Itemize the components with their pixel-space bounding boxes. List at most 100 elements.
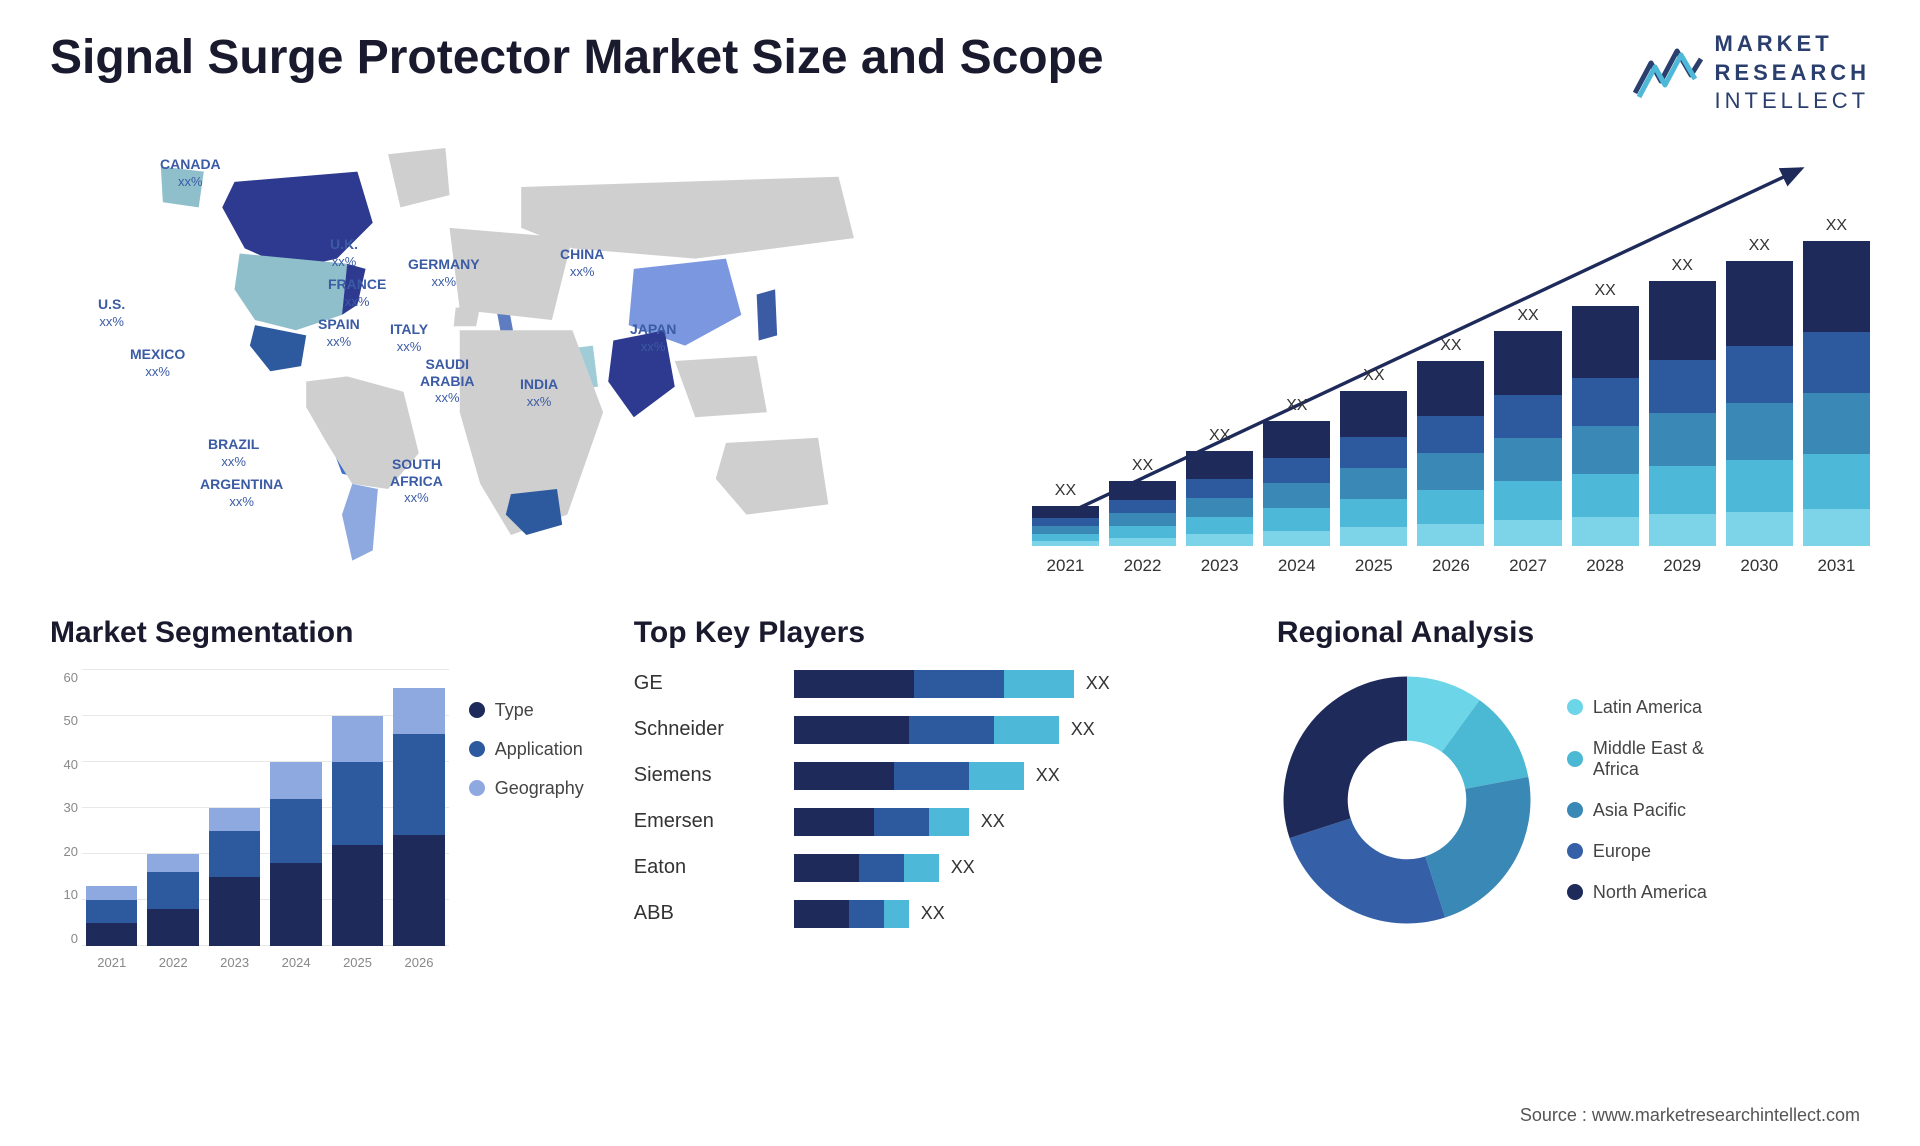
player-bar: XX	[794, 670, 1227, 698]
page-title: Signal Surge Protector Market Size and S…	[50, 30, 1104, 85]
seg-bar	[393, 688, 444, 946]
trend-bar-label: XX	[1517, 307, 1538, 325]
trend-x-label: 2027	[1494, 556, 1561, 576]
regional-legend: Latin America Middle East &Africa Asia Pac…	[1567, 697, 1707, 903]
seg-x-label: 2023	[209, 955, 260, 970]
map-svg	[50, 146, 972, 576]
legend-item: North America	[1567, 882, 1707, 903]
trend-bar: XX	[1186, 427, 1253, 546]
trend-x-label: 2030	[1726, 556, 1793, 576]
map-label: CHINAxx%	[560, 246, 604, 280]
trend-bar: XX	[1417, 337, 1484, 546]
map-label: GERMANYxx%	[408, 256, 480, 290]
player-value: XX	[951, 857, 975, 878]
seg-bar	[209, 808, 260, 946]
map-region-greenland	[388, 148, 449, 207]
trend-x-label: 2022	[1109, 556, 1176, 576]
seg-x-label: 2022	[147, 955, 198, 970]
segmentation-chart: 0102030405060 202120222023202420252026	[50, 670, 449, 970]
seg-x-label: 2026	[393, 955, 444, 970]
map-region-argentina	[342, 484, 378, 561]
segmentation-title: Market Segmentation	[50, 616, 584, 650]
regional-title: Regional Analysis	[1277, 616, 1870, 650]
trend-x-label: 2029	[1649, 556, 1716, 576]
trend-bar-label: XX	[1286, 397, 1307, 415]
players-section: Top Key Players GESchneiderSiemensEmerse…	[634, 616, 1227, 1006]
player-bar: XX	[794, 854, 1227, 882]
trend-bar-label: XX	[1132, 457, 1153, 475]
map-label: MEXICOxx%	[130, 346, 185, 380]
segmentation-section: Market Segmentation 0102030405060 202120…	[50, 616, 584, 1006]
player-name: Emersen	[634, 808, 774, 836]
trend-x-label: 2028	[1572, 556, 1639, 576]
map-label: U.S.xx%	[98, 296, 125, 330]
seg-bar	[332, 716, 383, 946]
trend-x-label: 2031	[1803, 556, 1870, 576]
map-region-australia	[716, 438, 829, 515]
trend-x-label: 2025	[1340, 556, 1407, 576]
player-bar: XX	[794, 716, 1227, 744]
segmentation-legend: TypeApplicationGeography	[469, 670, 584, 970]
map-label: SOUTHAFRICAxx%	[390, 456, 443, 506]
trend-bar: XX	[1109, 457, 1176, 546]
trend-bar: XX	[1032, 482, 1099, 546]
brand-logo: MARKET RESEARCH INTELLECT	[1633, 30, 1870, 116]
map-label: BRAZILxx%	[208, 436, 259, 470]
seg-bar	[270, 762, 321, 946]
legend-item: Latin America	[1567, 697, 1707, 718]
trend-x-label: 2026	[1417, 556, 1484, 576]
player-name: Siemens	[634, 762, 774, 790]
players-title: Top Key Players	[634, 616, 1227, 650]
map-label: SPAINxx%	[318, 316, 360, 350]
player-bar: XX	[794, 762, 1227, 790]
trend-bar: XX	[1803, 217, 1870, 546]
map-label: SAUDIARABIAxx%	[420, 356, 474, 406]
trend-chart: XX XX XX XX XX XX XX XX XX XX XX 2021 2022 2023 2024 2…	[1032, 146, 1870, 576]
trend-bar: XX	[1726, 237, 1793, 546]
trend-bar-label: XX	[1440, 337, 1461, 355]
map-region-mexico	[250, 325, 306, 371]
seg-x-label: 2025	[332, 955, 383, 970]
map-label: CANADAxx%	[160, 156, 221, 190]
trend-x-label: 2021	[1032, 556, 1099, 576]
player-value: XX	[1086, 673, 1110, 694]
trend-bar-label: XX	[1209, 427, 1230, 445]
map-label: INDIAxx%	[520, 376, 558, 410]
logo-icon	[1633, 43, 1703, 103]
player-value: XX	[1071, 719, 1095, 740]
player-name: Eaton	[634, 854, 774, 882]
legend-item: Middle East &Africa	[1567, 738, 1707, 780]
trend-bar-label: XX	[1826, 217, 1847, 235]
player-name: GE	[634, 670, 774, 698]
regional-donut	[1277, 670, 1537, 930]
trend-x-label: 2024	[1263, 556, 1330, 576]
source-footer: Source : www.marketresearchintellect.com	[1520, 1105, 1860, 1126]
player-value: XX	[1036, 765, 1060, 786]
donut-segment	[1283, 676, 1407, 838]
player-value: XX	[921, 903, 945, 924]
world-map: CANADAxx%U.S.xx%MEXICOxx%BRAZILxx%ARGENT…	[50, 146, 972, 576]
seg-bar	[147, 854, 198, 946]
player-name: ABB	[634, 900, 774, 928]
donut-segment	[1425, 777, 1530, 918]
legend-item: Europe	[1567, 841, 1707, 862]
legend-item: Asia Pacific	[1567, 800, 1707, 821]
logo-line3: INTELLECT	[1715, 87, 1870, 116]
regional-section: Regional Analysis Latin America Middle Ea…	[1277, 616, 1870, 1006]
map-label: FRANCExx%	[328, 276, 386, 310]
trend-bar: XX	[1340, 367, 1407, 546]
trend-x-label: 2023	[1186, 556, 1253, 576]
trend-bar: XX	[1649, 257, 1716, 546]
logo-line2: RESEARCH	[1715, 59, 1870, 88]
player-bar: XX	[794, 900, 1227, 928]
trend-bar-label: XX	[1672, 257, 1693, 275]
donut-segment	[1289, 818, 1445, 923]
trend-bar: XX	[1572, 282, 1639, 546]
legend-item: Geography	[469, 778, 584, 799]
map-label: ITALYxx%	[390, 321, 428, 355]
trend-bar-label: XX	[1749, 237, 1770, 255]
trend-bar-label: XX	[1055, 482, 1076, 500]
trend-bar-label: XX	[1594, 282, 1615, 300]
player-value: XX	[981, 811, 1005, 832]
map-region-japan	[757, 289, 777, 340]
